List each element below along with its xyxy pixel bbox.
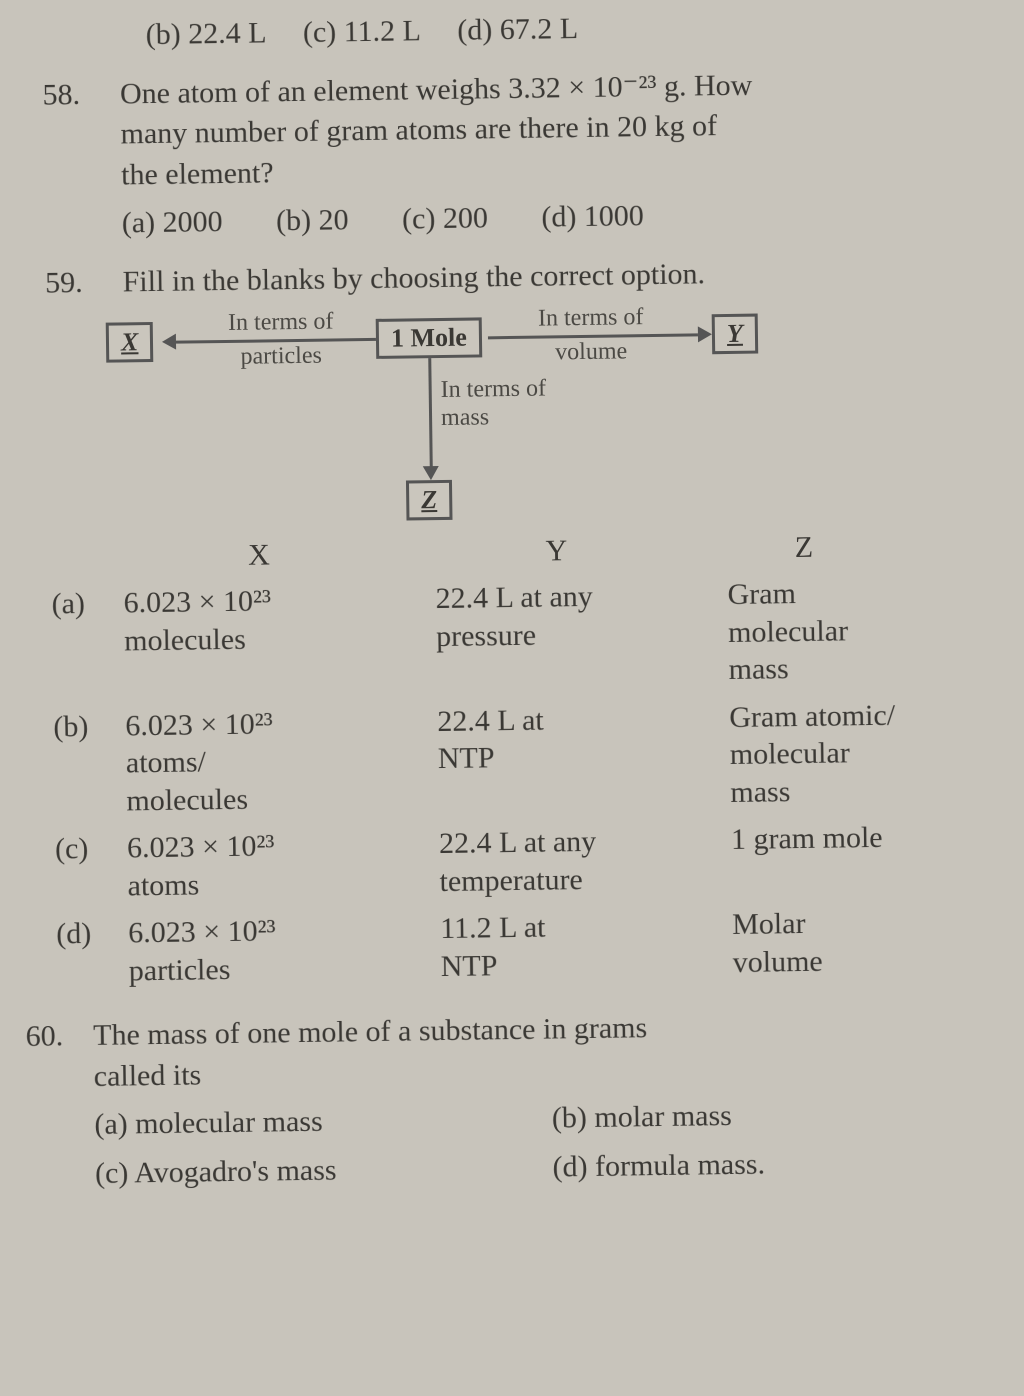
q60-number: 60.	[25, 1016, 86, 1057]
q60-options-row1: (a) molecular mass (b) molar mass	[94, 1093, 974, 1146]
diagram-z-label: Z	[421, 485, 437, 514]
q60-opt-a: (a) molecular mass	[94, 1099, 515, 1145]
arrow-down	[428, 358, 433, 468]
q57-opt-b-tail: (b) 22.4 L	[145, 16, 265, 51]
q57-opt-c: (c) 11.2 L	[303, 14, 420, 49]
q60-line2: called its	[94, 1058, 202, 1092]
q58-body: One atom of an element weighs 3.32 × 10⁻…	[120, 62, 962, 244]
q59-text: Fill in the blanks by choosing the corre…	[122, 257, 705, 298]
diagram-box-y: Y	[712, 314, 758, 355]
q59-body: Fill in the blanks by choosing the corre…	[122, 250, 962, 302]
mole-diagram: X In terms of particles 1 Mole In terms …	[106, 302, 869, 533]
diagram-down-top: In terms of	[441, 376, 601, 403]
diagram-right-bot: volume	[506, 339, 676, 367]
q59-number: 59.	[45, 262, 116, 303]
q58-opt-c: (c) 200	[402, 198, 488, 240]
q57-opt-d: (d) 67.2 L	[457, 12, 578, 47]
q58-line3: the element?	[121, 156, 274, 191]
diagram-right-top: In terms of	[506, 305, 676, 333]
q59-row-b: (b) 6.023 × 10²³ atoms/ molecules 22.4 L…	[51, 695, 1010, 821]
row-d-z: Molar volume	[732, 902, 993, 981]
row-b-y: 22.4 L at NTP	[437, 698, 731, 815]
q60-line1: The mass of one mole of a substance in g…	[93, 1011, 647, 1052]
diagram-box-z: Z	[406, 480, 452, 521]
diagram-box-center: 1 Mole	[376, 317, 482, 358]
diagram-left-bot: particles	[196, 343, 366, 371]
row-b-z: Gram atomic/ molecular mass	[729, 695, 991, 811]
diagram-down-bot: mass	[441, 404, 601, 431]
arrow-head-down	[423, 466, 439, 480]
q58-opt-d: (d) 1000	[541, 196, 644, 238]
row-a-x: 6.023 × 10²³ molecules	[123, 580, 437, 697]
row-c-x: 6.023 × 10²³ atoms	[127, 825, 440, 904]
page: (b) 22.4 L (c) 11.2 L (d) 67.2 L 58. One…	[0, 0, 1024, 1215]
header-z: Z	[704, 530, 904, 567]
question-59: 59. Fill in the blanks by choosing the c…	[45, 250, 1003, 304]
arrow-head-left	[162, 334, 176, 350]
q58-options: (a) 2000 (b) 20 (c) 200 (d) 1000	[122, 192, 962, 244]
q58-opt-a: (a) 2000	[122, 202, 223, 244]
row-d-y: 11.2 L at NTP	[440, 906, 733, 985]
arrow-head-right	[698, 326, 712, 342]
q60-body: The mass of one mole of a substance in g…	[93, 1004, 975, 1194]
row-d-letter: (d)	[54, 914, 129, 990]
diagram-x-label: X	[121, 327, 139, 356]
row-c-z: 1 gram mole	[731, 817, 992, 896]
row-b-letter: (b)	[51, 707, 127, 821]
q59-row-c: (c) 6.023 × 10²³ atoms 22.4 L at any tem…	[53, 817, 1012, 905]
q58-line2: many number of gram atoms are there in 2…	[120, 109, 717, 150]
header-x: X	[109, 536, 409, 574]
header-y: Y	[416, 532, 696, 570]
q59-row-a: (a) 6.023 × 10²³ molecules 22.4 L at any…	[49, 572, 1008, 698]
row-a-y: 22.4 L at any pressure	[435, 576, 729, 693]
q60-options-row2: (c) Avogadro's mass (d) formula mass.	[95, 1141, 975, 1194]
row-a-z: Gram molecular mass	[727, 572, 989, 688]
row-c-y: 22.4 L at any temperature	[439, 821, 732, 900]
q57-partial-options: (b) 22.4 L (c) 11.2 L (d) 67.2 L	[41, 3, 999, 57]
diagram-y-label: Y	[727, 319, 743, 348]
q60-opt-b: (b) molar mass	[552, 1096, 733, 1139]
question-58: 58. One atom of an element weighs 3.32 ×…	[42, 62, 1002, 245]
q58-opt-b: (b) 20	[276, 200, 349, 242]
q59-row-d: (d) 6.023 × 10²³ particles 11.2 L at NTP…	[54, 902, 1013, 990]
diagram-box-x: X	[106, 322, 154, 363]
row-c-letter: (c)	[53, 829, 128, 905]
row-d-x: 6.023 × 10²³ particles	[128, 910, 441, 989]
q58-number: 58.	[42, 74, 113, 115]
q58-line1: One atom of an element weighs 3.32 × 10⁻…	[120, 68, 753, 110]
q60-opt-c: (c) Avogadro's mass	[95, 1148, 516, 1194]
question-60: 60. The mass of one mole of a substance …	[55, 1003, 1015, 1194]
q60-opt-d: (d) formula mass.	[552, 1144, 765, 1187]
row-b-x: 6.023 × 10²³ atoms/ molecules	[125, 703, 439, 820]
diagram-left-top: In terms of	[196, 309, 366, 337]
q59-xyz-header: X Y Z	[49, 528, 1007, 575]
row-a-letter: (a)	[49, 584, 125, 698]
diagram-center-label: 1 Mole	[391, 323, 467, 353]
